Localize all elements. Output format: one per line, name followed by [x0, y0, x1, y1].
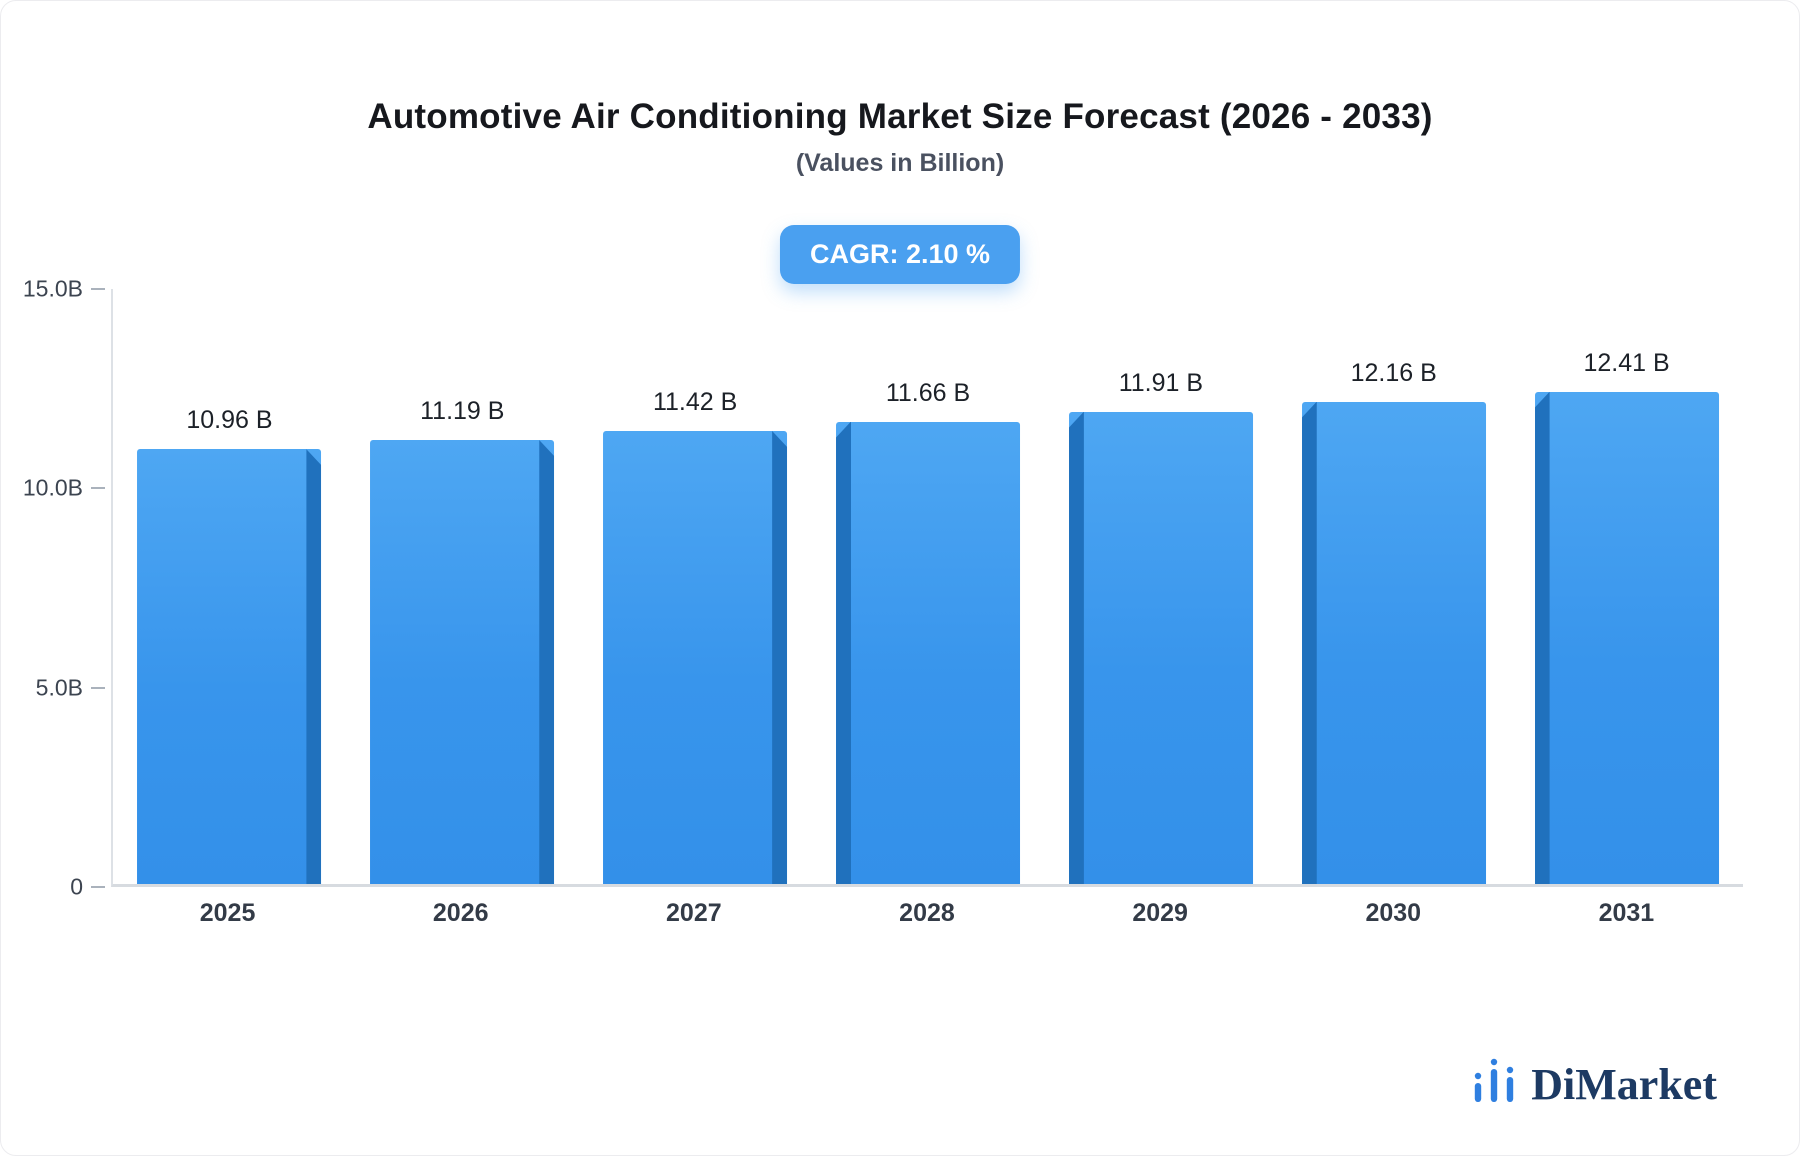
bar-slot: 11.91 B	[1044, 289, 1277, 884]
bar-value-label: 10.96 B	[186, 406, 273, 435]
bars-row: 10.96 B 11.19 B 11.42 B 11.66 B 11.91 B 12.16…	[113, 289, 1743, 884]
y-axis: 0 5.0B 10.0B 15.0B	[1, 276, 109, 900]
bar-3d-side	[772, 431, 788, 884]
bar-2030[interactable]	[1301, 401, 1486, 884]
x-tick-label: 2029	[1132, 899, 1188, 927]
x-tick-label: 2025	[199, 899, 256, 927]
bar-value-label: 11.66 B	[885, 378, 971, 407]
bar-3d-side	[1301, 401, 1317, 884]
chart-title: Automotive Air Conditioning Market Size …	[367, 97, 1433, 136]
y-tick-mark	[91, 686, 105, 689]
bar-slot: 10.96 B	[113, 289, 346, 884]
bar-3d-side	[836, 421, 852, 884]
bar-value-label: 11.91 B	[1118, 368, 1204, 397]
x-tick-label: 2028	[899, 899, 955, 927]
bar-slot: 11.19 B	[346, 289, 579, 884]
y-tick-label: 5.0B	[35, 674, 83, 701]
brand-logo-text: DiMarket	[1531, 1060, 1717, 1109]
bar-2027[interactable]	[603, 431, 788, 884]
y-tick-mark	[91, 886, 105, 888]
chart-subtitle: (Values in Billion)	[795, 149, 1005, 177]
bar-value-label: 12.41 B	[1583, 348, 1670, 377]
bar-3d-side	[1534, 391, 1550, 884]
bar-2026[interactable]	[370, 440, 555, 884]
cagr-badge: CAGR: 2.10 %	[779, 225, 1021, 284]
y-tick-label: 10.0B	[22, 474, 83, 501]
bar-slot: 12.41 B	[1510, 289, 1743, 884]
bar-2025[interactable]	[137, 449, 322, 884]
bar-slot: 11.42 B	[579, 289, 812, 884]
x-tick-label: 2031	[1598, 899, 1655, 927]
x-tick-label: 2030	[1365, 899, 1422, 927]
plot-area: 10.96 B 11.19 B 11.42 B 11.66 B 11.91 B 12.16…	[111, 289, 1743, 887]
y-tick-label: 0	[70, 873, 83, 900]
bar-chart-dots-icon	[1471, 1058, 1517, 1107]
bar-slot: 12.16 B	[1277, 289, 1510, 884]
bar-2029[interactable]	[1068, 411, 1253, 884]
bar-3d-side	[306, 449, 322, 884]
x-tick-label: 2026	[432, 899, 489, 927]
y-tick-mark	[91, 487, 105, 490]
y-tick-mark	[91, 288, 105, 290]
bar-2031[interactable]	[1534, 391, 1719, 884]
y-tick-label: 15.0B	[22, 275, 83, 302]
x-axis-labels: 2025 2026 2027 2028 2029 2030 2031	[111, 899, 1743, 928]
bar-slot: 11.66 B	[812, 289, 1045, 884]
bar-value-label: 11.19 B	[420, 397, 505, 426]
brand-logo: DiMarket	[1471, 1058, 1717, 1107]
bar-value-label: 11.42 B	[652, 388, 738, 417]
bar-value-label: 12.16 B	[1350, 358, 1437, 387]
bar-3d-side	[539, 440, 555, 884]
bar-2028[interactable]	[836, 421, 1020, 884]
x-tick-label: 2027	[666, 899, 722, 927]
bar-3d-side	[1068, 411, 1084, 884]
